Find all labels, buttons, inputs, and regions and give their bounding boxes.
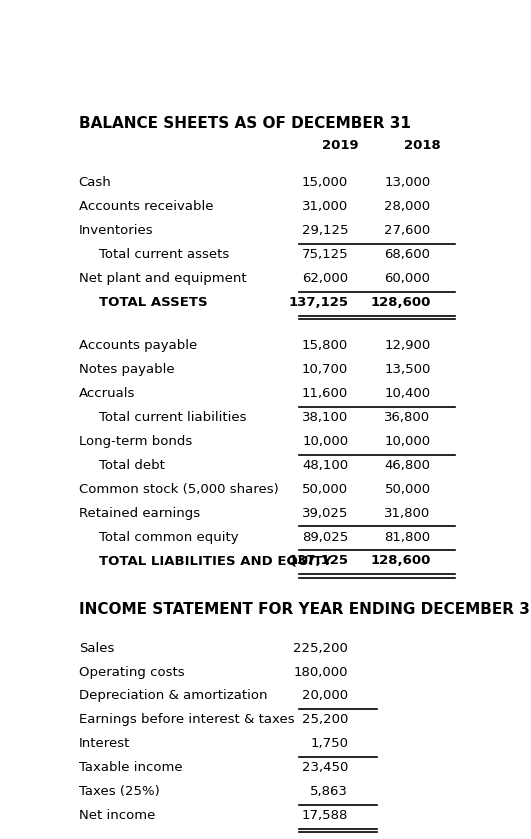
- Text: Earnings before interest & taxes: Earnings before interest & taxes: [79, 713, 294, 727]
- Text: 128,600: 128,600: [370, 296, 431, 309]
- Text: 180,000: 180,000: [294, 665, 348, 679]
- Text: 2019: 2019: [322, 139, 358, 153]
- Text: 10,000: 10,000: [384, 435, 431, 448]
- Text: 39,025: 39,025: [302, 507, 348, 519]
- Text: Operating costs: Operating costs: [79, 665, 184, 679]
- Text: 89,025: 89,025: [302, 530, 348, 544]
- Text: 15,800: 15,800: [302, 339, 348, 352]
- Text: 12,900: 12,900: [384, 339, 431, 352]
- Text: Depreciation & amortization: Depreciation & amortization: [79, 690, 267, 702]
- Text: Cash: Cash: [79, 176, 112, 190]
- Text: 28,000: 28,000: [384, 201, 431, 213]
- Text: Common stock (5,000 shares): Common stock (5,000 shares): [79, 482, 278, 496]
- Text: Inventories: Inventories: [79, 224, 153, 237]
- Text: 75,125: 75,125: [302, 248, 348, 261]
- Text: 29,125: 29,125: [302, 224, 348, 237]
- Text: 68,600: 68,600: [384, 248, 431, 261]
- Text: Interest: Interest: [79, 737, 130, 750]
- Text: Net plant and equipment: Net plant and equipment: [79, 272, 246, 285]
- Text: INCOME STATEMENT FOR YEAR ENDING DECEMBER 31, 2019: INCOME STATEMENT FOR YEAR ENDING DECEMBE…: [79, 602, 531, 618]
- Text: Notes payable: Notes payable: [79, 363, 174, 376]
- Text: 31,000: 31,000: [302, 201, 348, 213]
- Text: 50,000: 50,000: [302, 482, 348, 496]
- Text: 60,000: 60,000: [384, 272, 431, 285]
- Text: 1,750: 1,750: [310, 737, 348, 750]
- Text: Long-term bonds: Long-term bonds: [79, 435, 192, 448]
- Text: 48,100: 48,100: [302, 459, 348, 472]
- Text: 36,800: 36,800: [384, 411, 431, 424]
- Text: 17,588: 17,588: [302, 809, 348, 822]
- Text: 13,000: 13,000: [384, 176, 431, 190]
- Text: 137,125: 137,125: [288, 555, 348, 567]
- Text: Total common equity: Total common equity: [99, 530, 239, 544]
- Text: 10,000: 10,000: [302, 435, 348, 448]
- Text: TOTAL LIABILITIES AND EQUITY: TOTAL LIABILITIES AND EQUITY: [99, 555, 332, 567]
- Text: 10,700: 10,700: [302, 363, 348, 376]
- Text: 128,600: 128,600: [370, 555, 431, 567]
- Text: 15,000: 15,000: [302, 176, 348, 190]
- Text: 23,450: 23,450: [302, 761, 348, 774]
- Text: 81,800: 81,800: [384, 530, 431, 544]
- Text: Accounts payable: Accounts payable: [79, 339, 197, 352]
- Text: 225,200: 225,200: [294, 642, 348, 654]
- Text: 31,800: 31,800: [384, 507, 431, 519]
- Text: TOTAL ASSETS: TOTAL ASSETS: [99, 296, 208, 309]
- Text: Total current assets: Total current assets: [99, 248, 229, 261]
- Text: 10,400: 10,400: [384, 387, 431, 400]
- Text: Total current liabilities: Total current liabilities: [99, 411, 247, 424]
- Text: Total debt: Total debt: [99, 459, 165, 472]
- Text: 25,200: 25,200: [302, 713, 348, 727]
- Text: 50,000: 50,000: [384, 482, 431, 496]
- Text: Net income: Net income: [79, 809, 155, 822]
- Text: Accounts receivable: Accounts receivable: [79, 201, 213, 213]
- Text: 13,500: 13,500: [384, 363, 431, 376]
- Text: Taxable income: Taxable income: [79, 761, 182, 774]
- Text: 27,600: 27,600: [384, 224, 431, 237]
- Text: 20,000: 20,000: [302, 690, 348, 702]
- Text: 2018: 2018: [404, 139, 441, 153]
- Text: 5,863: 5,863: [311, 785, 348, 798]
- Text: 46,800: 46,800: [384, 459, 431, 472]
- Text: 38,100: 38,100: [302, 411, 348, 424]
- Text: Sales: Sales: [79, 642, 114, 654]
- Text: 137,125: 137,125: [288, 296, 348, 309]
- Text: Taxes (25%): Taxes (25%): [79, 785, 159, 798]
- Text: BALANCE SHEETS AS OF DECEMBER 31: BALANCE SHEETS AS OF DECEMBER 31: [79, 116, 410, 131]
- Text: Retained earnings: Retained earnings: [79, 507, 200, 519]
- Text: Accruals: Accruals: [79, 387, 135, 400]
- Text: 11,600: 11,600: [302, 387, 348, 400]
- Text: 62,000: 62,000: [302, 272, 348, 285]
